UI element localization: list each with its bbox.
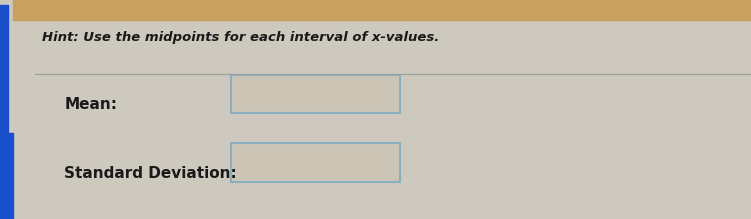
Bar <box>0 133 13 219</box>
Bar <box>13 0 751 20</box>
Text: Standard Deviation:: Standard Deviation: <box>65 166 237 180</box>
Bar <box>0 5 8 219</box>
Text: Mean:: Mean: <box>65 97 117 112</box>
FancyBboxPatch shape <box>231 143 400 182</box>
Text: Hint: Use the midpoints for each interval of x-values.: Hint: Use the midpoints for each interva… <box>42 31 439 44</box>
FancyBboxPatch shape <box>231 75 400 113</box>
